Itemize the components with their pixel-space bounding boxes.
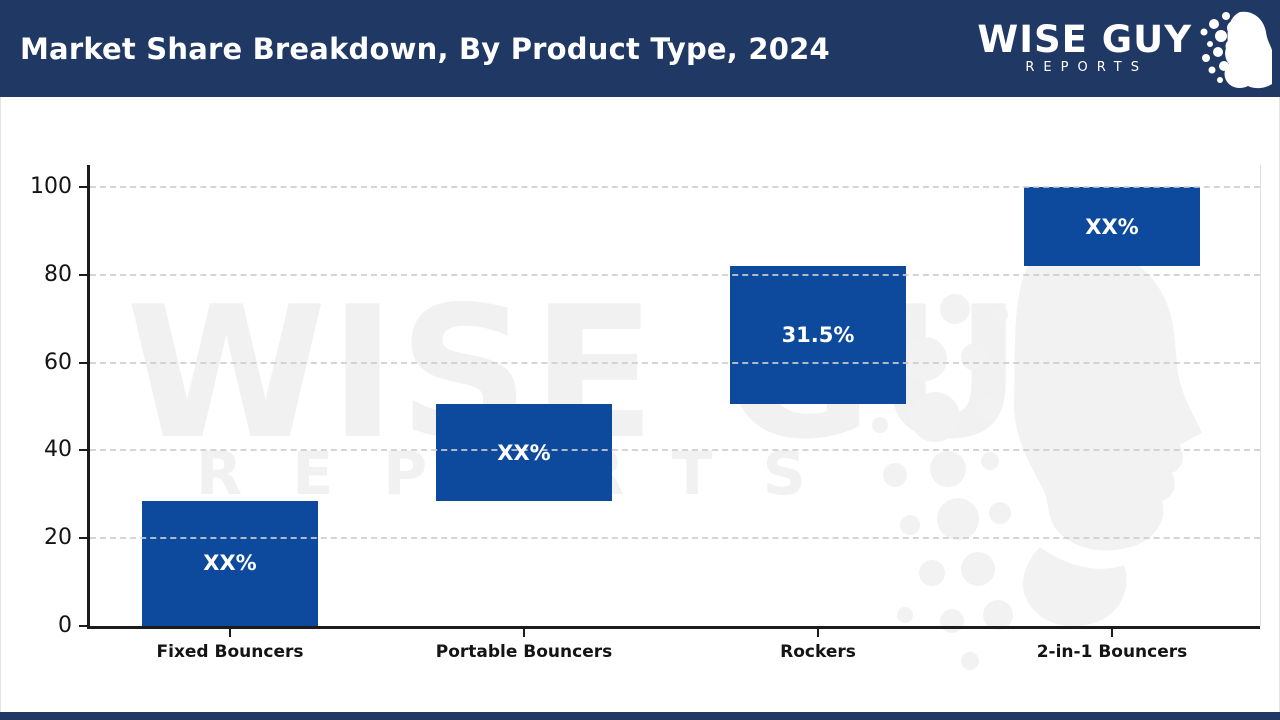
bar-value-label-portable-bouncers: XX% [497,440,551,465]
y-tick-40 [79,449,87,452]
y-tick-0 [79,625,87,627]
y-tick-label-100: 100 [30,174,72,199]
chart-area: WISE GUY REPORTS 020406080100XX%XX%31.5%… [0,97,1280,712]
wise-guy-logo: WISE GUY REPORTS [977,6,1272,92]
y-tick-label-0: 0 [58,613,72,638]
x-category-label-portable-bouncers: Portable Bouncers [435,642,613,662]
x-tick-portable-bouncers [523,629,525,637]
y-tick-20 [79,537,87,540]
bar-rockers [730,266,906,405]
gridline-100 [90,186,1260,188]
gridline-60 [90,361,1260,364]
logo-wordmark: WISE GUY [977,17,1192,61]
right-spine [1260,165,1261,626]
x-category-label-fixed-bouncers: Fixed Bouncers [156,642,304,662]
chart-title: Market Share Breakdown, By Product Type,… [20,31,830,66]
y-tick-100 [79,186,87,188]
x-category-label-2-in-1-bouncers: 2-in-1 Bouncers [1036,642,1188,662]
gridline-20 [90,537,1260,540]
watermark-head-icon [872,244,1202,670]
bar-value-label-rockers: 31.5% [781,323,855,348]
bar-value-label-2-in-1-bouncers: XX% [1085,214,1139,239]
bar-2-in-1-bouncers [1024,187,1200,267]
y-tick-80 [79,273,87,276]
y-tick-label-60: 60 [44,349,72,375]
x-tick-fixed-bouncers [229,629,231,637]
y-tick-label-80: 80 [44,261,72,287]
bar-value-label-fixed-bouncers: XX% [203,551,257,576]
bar-fixed-bouncers [142,500,318,626]
watermark-wordmark: WISE GUY [126,267,1159,479]
y-axis-line [87,165,90,629]
gridline-40 [90,449,1260,452]
x-axis-line [87,626,1260,629]
gridline-80 [90,273,1260,276]
x-tick-2-in-1-bouncers [1111,629,1113,637]
y-tick-60 [79,361,87,364]
y-tick-label-20: 20 [44,525,72,551]
x-tick-rockers [817,629,819,637]
x-category-label-rockers: Rockers [780,642,856,662]
y-tick-label-40: 40 [44,437,72,463]
logo-subtitle: REPORTS [1025,59,1148,75]
bar-portable-bouncers [436,404,612,501]
header-bar: Market Share Breakdown, By Product Type,… [0,0,1280,97]
footer-bar [0,712,1280,720]
logo-head-icon [1200,11,1272,88]
logo-text: WISE GUY REPORTS [977,17,1192,75]
